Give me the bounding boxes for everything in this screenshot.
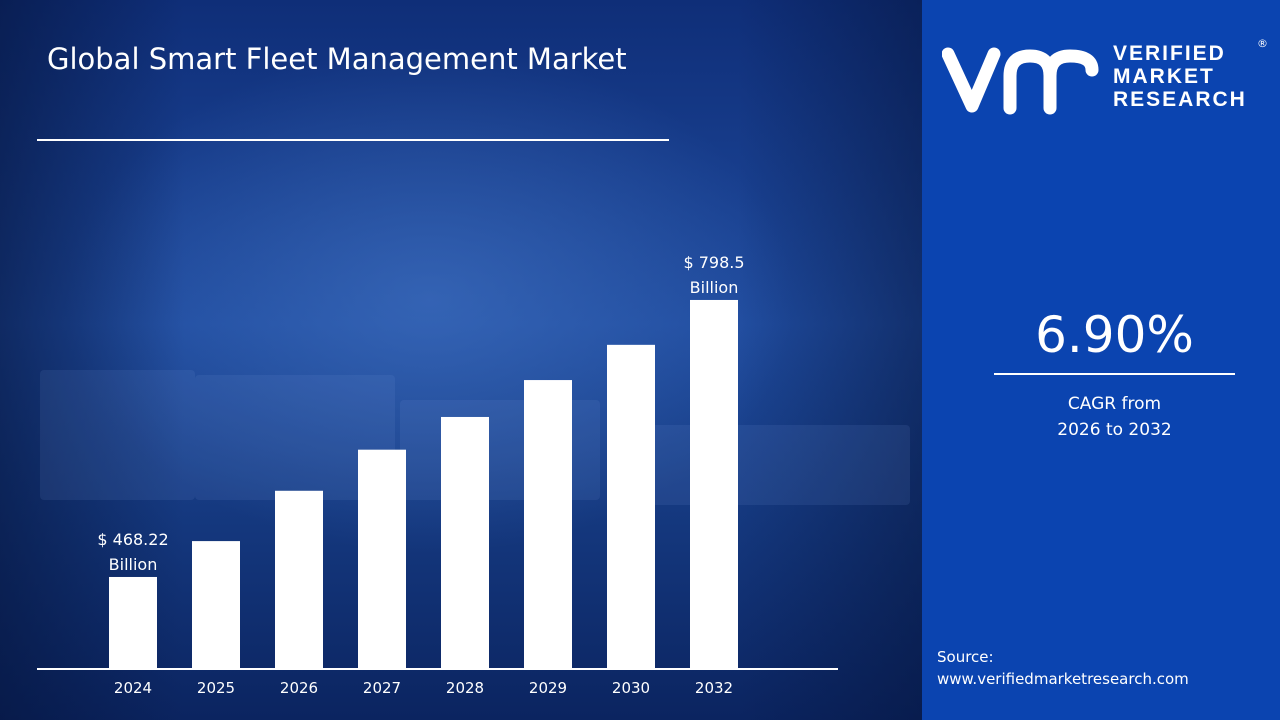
bar-2028: [441, 416, 489, 669]
x-tick-label: 2027: [363, 679, 401, 697]
x-tick-label: 2030: [612, 679, 650, 697]
cagr-line-1: CAGR from: [1067, 394, 1162, 414]
data-label-2032: Billion: [690, 278, 739, 297]
x-tick-label: 2032: [695, 679, 733, 697]
bar-2025: [192, 541, 240, 669]
cagr-divider: [994, 373, 1235, 375]
bar-2030: [607, 344, 655, 669]
chart-title: Global Smart Fleet Management Market: [47, 42, 627, 76]
source: Source: www.verifiedmarketresearch.com: [937, 646, 1189, 690]
x-tick-label: 2024: [114, 679, 152, 697]
bar-2024: [109, 576, 157, 669]
data-label-2024: Billion: [109, 555, 158, 574]
bar-2029: [524, 380, 572, 669]
x-tick-label: 2026: [280, 679, 318, 697]
brand-line-1: VERIFIED: [1113, 42, 1226, 65]
bar-chart: 2024 2025 2026 2027 2028 2029 2030 2032 $ 468.2…: [37, 253, 838, 697]
vmr-logo-icon: [942, 47, 1099, 115]
brand-line-2: MARKET: [1113, 65, 1215, 88]
truck-silhouette: [40, 370, 195, 500]
cagr-value: 6.90%: [1035, 306, 1194, 364]
data-label-2024: $ 468.22: [97, 530, 168, 549]
bar-2032: [690, 299, 738, 669]
cagr-line-2: 2026 to 2032: [1057, 420, 1172, 440]
x-tick-label: 2028: [446, 679, 484, 697]
registered-mark: ®: [1257, 37, 1268, 50]
bar-2027: [358, 449, 406, 669]
brand-name: VERIFIED MARKET RESEARCH: [1113, 42, 1253, 111]
bar-2026: [275, 490, 323, 669]
title-divider: [37, 139, 669, 141]
source-url[interactable]: www.verifiedmarketresearch.com: [937, 670, 1189, 688]
data-label-2032: $ 798.5: [683, 253, 744, 272]
truck-silhouette: [620, 425, 910, 505]
cagr-description: CAGR from 2026 to 2032: [994, 391, 1235, 443]
source-label: Source:: [937, 648, 994, 666]
x-tick-label: 2025: [197, 679, 235, 697]
background-photo: [0, 0, 922, 720]
x-tick-label: 2029: [529, 679, 567, 697]
side-panel: [922, 0, 1280, 720]
brand-line-3: RESEARCH: [1113, 88, 1247, 111]
